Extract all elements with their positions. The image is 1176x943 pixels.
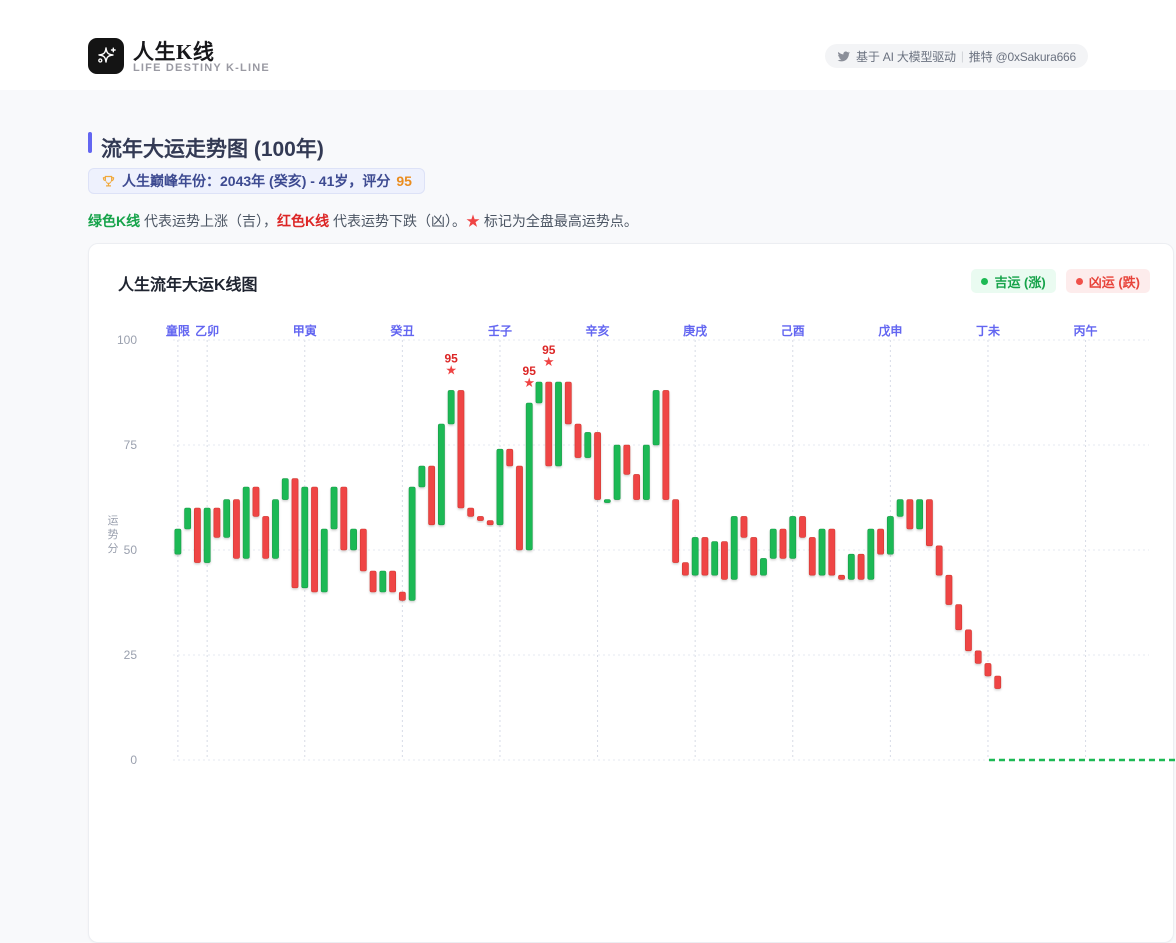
svg-text:★: ★ bbox=[523, 375, 535, 390]
svg-text:★: ★ bbox=[543, 354, 555, 369]
svg-text:★: ★ bbox=[445, 362, 457, 377]
